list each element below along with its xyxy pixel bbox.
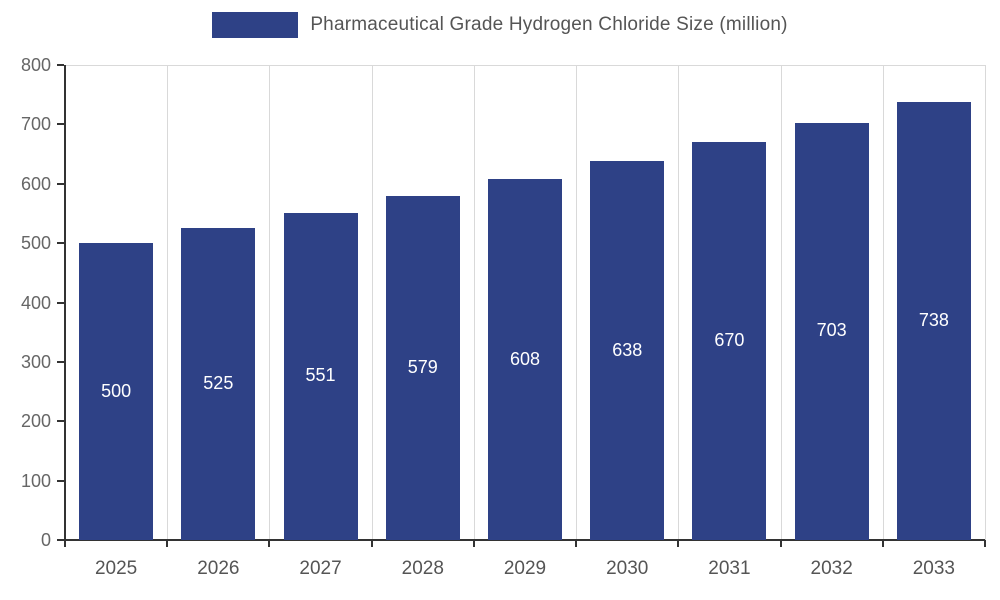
- y-axis-tick: [57, 539, 64, 541]
- x-axis-tick: [370, 540, 373, 547]
- y-tick-label: 200: [20, 411, 51, 432]
- bar: 670: [692, 142, 767, 540]
- y-axis-tick: [57, 479, 64, 482]
- y-tick-label: 100: [20, 470, 51, 491]
- x-tick-label: 2030: [606, 558, 649, 579]
- y-tick-label: 300: [20, 351, 51, 372]
- bar-value-label: 551: [305, 365, 336, 386]
- x-axis-tick: [575, 540, 578, 547]
- bar: 500: [79, 243, 154, 540]
- gridline-vertical: [882, 65, 884, 540]
- gridline-vertical: [678, 65, 680, 540]
- x-axis-tick: [779, 540, 782, 547]
- y-axis-line: [64, 65, 66, 540]
- x-tick-label: 2027: [299, 558, 342, 579]
- x-tick-label: 2028: [401, 558, 444, 579]
- bar: 738: [896, 101, 971, 540]
- bar-value-label: 703: [816, 320, 847, 341]
- y-tick-label: 800: [20, 55, 51, 75]
- y-tick-label: 500: [20, 233, 51, 254]
- bar: 703: [794, 122, 869, 540]
- y-axis-tick: [57, 64, 64, 66]
- chart-legend: Pharmaceutical Grade Hydrogen Chloride S…: [0, 12, 1000, 38]
- bar-value-label: 738: [918, 309, 949, 330]
- chart-title: Pharmaceutical Grade Hydrogen Chloride S…: [310, 14, 788, 35]
- legend-swatch-icon: [212, 12, 299, 38]
- gridline-vertical: [780, 65, 782, 540]
- x-axis-tick: [881, 540, 884, 547]
- y-tick-label: 0: [40, 530, 51, 550]
- x-axis-tick: [268, 540, 271, 547]
- y-axis-tick: [57, 420, 64, 423]
- x-tick-label: 2031: [708, 558, 751, 579]
- x-axis-tick: [472, 540, 475, 547]
- bar-value-label: 525: [203, 373, 234, 394]
- bar-value-label: 638: [612, 339, 643, 360]
- bar-value-label: 670: [714, 330, 745, 351]
- gridline-vertical: [576, 65, 578, 540]
- bar: 608: [488, 179, 562, 540]
- gridline-top: [65, 65, 985, 66]
- gridline-vertical: [985, 65, 986, 540]
- y-axis-tick: [57, 123, 64, 126]
- gridline-vertical: [269, 65, 271, 540]
- x-axis-tick: [64, 540, 66, 547]
- x-axis-line: [64, 539, 985, 541]
- x-axis-tick: [677, 540, 680, 547]
- gridline-vertical: [167, 65, 169, 540]
- x-tick-label: 2032: [810, 558, 853, 579]
- y-tick-label: 700: [20, 114, 51, 135]
- y-axis-tick: [57, 242, 64, 245]
- x-axis-tick: [166, 540, 169, 547]
- bar: 525: [181, 228, 256, 540]
- y-axis-tick: [57, 301, 64, 304]
- y-tick-label: 600: [20, 173, 51, 194]
- x-tick-label: 2025: [94, 558, 138, 579]
- bar-value-label: 500: [101, 380, 132, 401]
- gridline-vertical: [371, 65, 373, 540]
- x-tick-label: 2026: [197, 558, 240, 579]
- y-axis-tick: [57, 182, 64, 185]
- x-tick-label: 2033: [912, 558, 956, 579]
- bar-value-label: 608: [509, 348, 541, 369]
- bar: 551: [283, 212, 358, 540]
- y-axis-tick: [57, 360, 64, 363]
- y-tick-label: 400: [20, 292, 51, 313]
- bar-value-label: 579: [407, 357, 438, 378]
- gridline-vertical: [473, 65, 475, 540]
- x-axis-tick: [984, 540, 986, 547]
- bar: 638: [590, 161, 665, 540]
- bar: 579: [385, 196, 460, 540]
- x-tick-label: 2029: [503, 558, 547, 579]
